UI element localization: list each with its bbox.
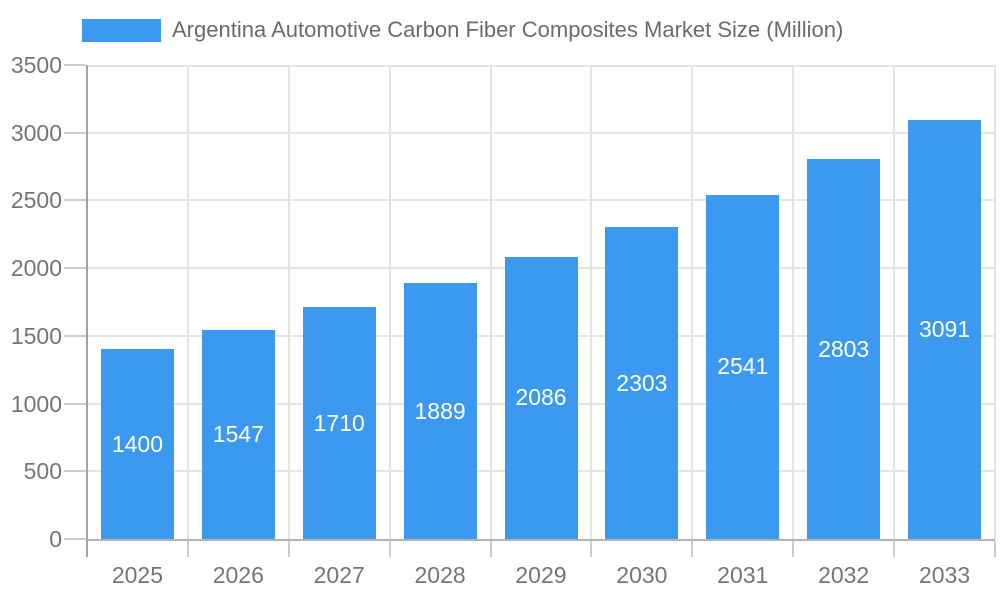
gridline-vertical (893, 65, 896, 539)
bar-value-label: 2541 (717, 353, 769, 380)
y-axis-label: 1000 (10, 390, 62, 417)
bar-2031: 2541 (706, 194, 780, 539)
gridline-vertical (287, 65, 290, 539)
x-axis-tick (792, 541, 795, 557)
y-axis-label: 3000 (10, 119, 62, 146)
y-axis-label: 2500 (10, 187, 62, 214)
gridline-vertical (590, 65, 593, 539)
bar-value-label: 1710 (313, 409, 365, 436)
y-axis-tick (64, 131, 86, 134)
x-axis-tick (388, 541, 391, 557)
legend-label: Argentina Automotive Carbon Fiber Compos… (172, 17, 844, 42)
bar-value-label: 1400 (111, 430, 164, 457)
y-axis-label: 2000 (10, 255, 62, 282)
gridline-vertical (489, 65, 492, 539)
x-axis-line (87, 539, 995, 541)
y-axis-label: 3500 (10, 52, 62, 78)
bar-2032: 2803 (807, 159, 881, 539)
y-axis-tick (64, 64, 86, 66)
x-axis-label: 2032 (818, 562, 870, 588)
bar-2025: 1400 (100, 349, 174, 539)
x-axis-tick (691, 541, 694, 557)
x-axis-label: 2030 (616, 562, 668, 588)
y-axis-tick (64, 538, 86, 540)
x-axis-tick (186, 541, 189, 557)
gridline-vertical (994, 65, 996, 539)
y-axis-label: 1500 (10, 322, 62, 349)
gridline-vertical (792, 65, 795, 539)
gridline-vertical (388, 65, 391, 539)
x-axis-label: 2028 (414, 562, 466, 588)
x-axis-label: 2029 (515, 562, 567, 588)
y-axis-tick (64, 334, 86, 337)
bar-2026: 1547 (201, 329, 275, 539)
y-axis-tick (64, 402, 86, 405)
bar-2028: 1889 (403, 283, 477, 539)
bar-value-label: 2303 (616, 369, 668, 396)
plot-area: 1400 1547 1710 1889 2086 2303 2541 2803 3091 (87, 65, 996, 539)
bar-value-label: 2803 (818, 335, 870, 362)
bar-2029: 2086 (504, 256, 578, 539)
bar-value-label: 2086 (515, 384, 567, 411)
gridline-horizontal (87, 131, 995, 134)
x-axis-label: 2026 (212, 562, 264, 588)
y-axis-tick (64, 267, 86, 270)
bar-2030: 2303 (605, 227, 679, 539)
legend-item[interactable]: Argentina Automotive Carbon Fiber Compos… (82, 17, 843, 43)
bar-value-label: 1547 (212, 420, 264, 447)
gridline-horizontal (87, 65, 995, 67)
x-axis-label: 2031 (717, 562, 769, 588)
gridline-horizontal (87, 199, 995, 202)
x-axis-tick (994, 541, 996, 557)
y-axis-line (86, 65, 88, 557)
bar-value-label: 1889 (414, 397, 466, 424)
x-axis-tick (590, 541, 593, 557)
legend-swatch (82, 18, 161, 42)
y-axis-label: 500 (23, 458, 62, 485)
bar-value-label: 3091 (918, 316, 971, 343)
bar-2033: 3091 (908, 120, 982, 539)
gridline-vertical (691, 65, 694, 539)
x-axis-label: 2025 (111, 562, 164, 588)
bar-2027: 1710 (302, 307, 376, 539)
y-axis-tick (64, 199, 86, 202)
x-axis-tick (893, 541, 896, 557)
x-axis-label: 2027 (313, 562, 365, 588)
gridline-vertical (186, 65, 189, 539)
y-axis-label: 0 (49, 526, 62, 552)
x-axis-label: 2033 (918, 562, 971, 588)
x-axis-tick (489, 541, 492, 557)
x-axis-tick (287, 541, 290, 557)
y-axis-tick (64, 470, 86, 473)
